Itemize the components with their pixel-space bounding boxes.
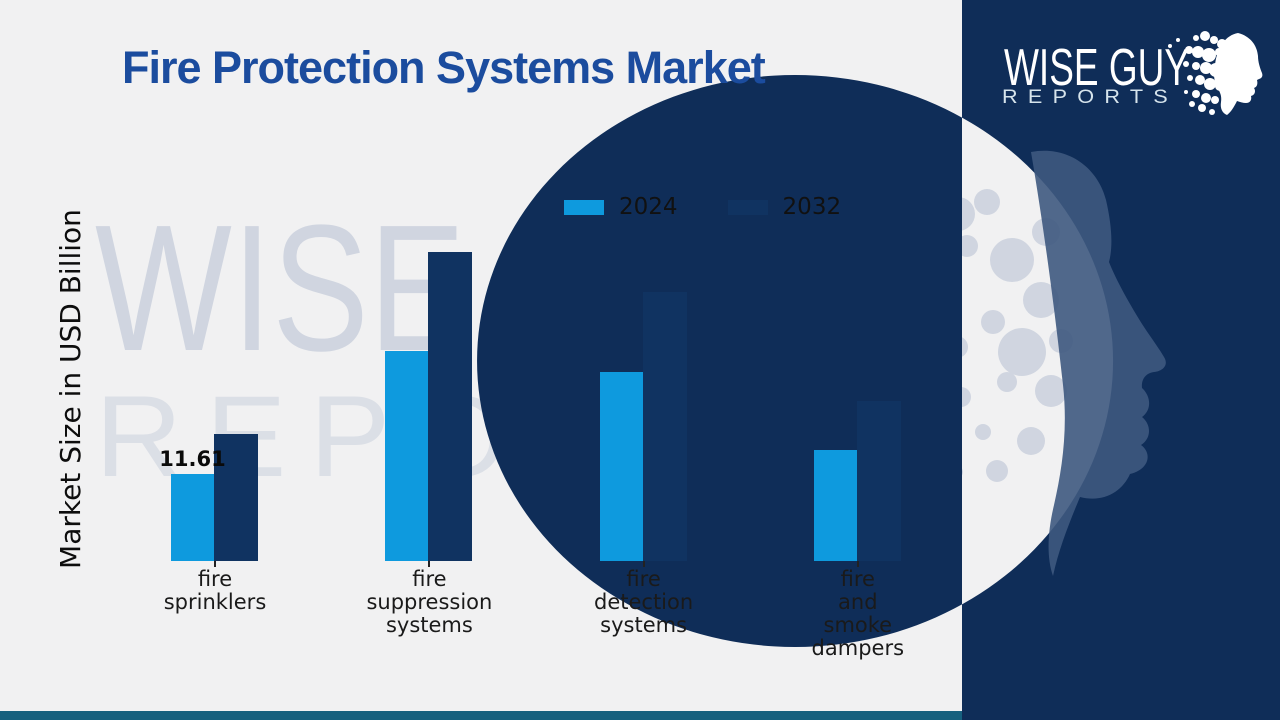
bar-2024-category-3 (599, 372, 643, 561)
bar-2032-category-2 (428, 252, 473, 561)
legend-item-2024: 2024 (564, 194, 678, 220)
x-axis-tick (642, 561, 645, 567)
bar-2024-category-4 (813, 450, 857, 561)
chart-title: Fire Protection Systems Market (122, 42, 766, 93)
brand-logo: WISE GUY REPORTS (1002, 31, 1263, 115)
category-label-3: fire detection systems (594, 567, 694, 637)
bar-group-1 (171, 0, 259, 561)
x-axis-tick (214, 561, 216, 567)
category-label-4: fire and smoke dampers (811, 567, 905, 660)
category-label-2: fire suppression systems (366, 567, 493, 637)
bottom-stripe (0, 711, 962, 720)
chart-legend: 2024 2032 (564, 194, 841, 220)
bar-group-4 (813, 0, 902, 561)
x-axis-tick (428, 561, 431, 567)
logo-dots (1168, 31, 1228, 115)
bar-2032-category-4 (856, 401, 901, 561)
bar-2032-category-3 (642, 292, 687, 561)
bar-2024-category-2 (385, 351, 429, 561)
bar-2032-category-1 (214, 434, 258, 561)
logo-head-icon (1213, 33, 1263, 115)
bar-group-2 (385, 0, 473, 561)
x-axis-tick (856, 561, 859, 567)
bar-2024-category-1 (171, 474, 214, 561)
legend-label-2024: 2024 (619, 194, 678, 220)
logo-text-wiseguy: WISE GUY (1004, 39, 1189, 97)
panel-face-silhouette (1031, 150, 1166, 576)
legend-item-2032: 2032 (727, 194, 842, 220)
legend-swatch-2032 (727, 199, 768, 215)
legend-label-2032: 2032 (782, 194, 842, 220)
logo-text-reports: REPORTS (1002, 87, 1178, 108)
bar-group-3 (599, 0, 688, 561)
category-label-1: fire sprinklers (163, 567, 267, 614)
bar-value-label: 11.61 (159, 447, 226, 471)
legend-swatch-2024 (564, 199, 604, 215)
